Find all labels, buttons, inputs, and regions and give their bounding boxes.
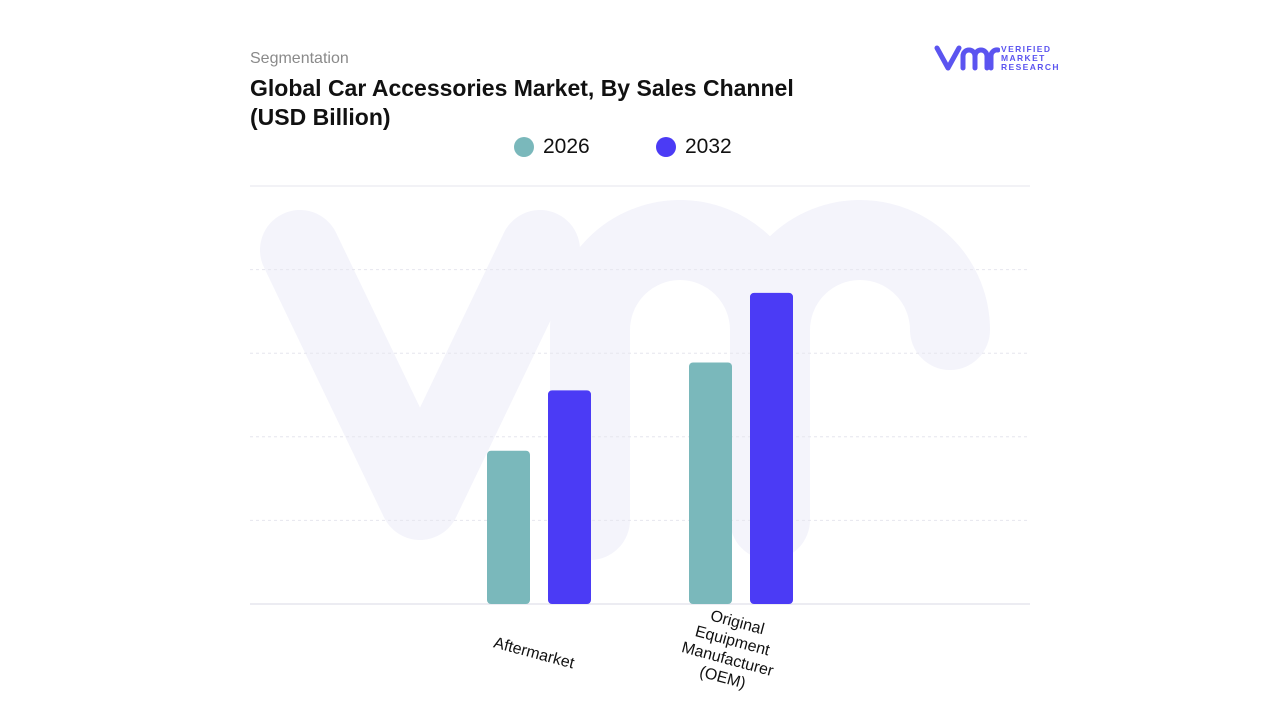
legend-marker-icon bbox=[656, 137, 676, 157]
bar-2026-1 bbox=[689, 362, 732, 604]
bars bbox=[487, 292, 793, 604]
legend-label: 2026 bbox=[543, 135, 590, 158]
x-axis-labels: Aftermarket OriginalEquipmentManufacturer… bbox=[492, 603, 786, 699]
bar-2032-0 bbox=[548, 390, 591, 604]
brand-logo: VERIFIED MARKET RESEARCH bbox=[934, 42, 1064, 76]
legend-label: 2032 bbox=[685, 135, 732, 158]
legend-item-2032: 2032 bbox=[656, 135, 732, 159]
subtitle: Segmentation bbox=[250, 50, 349, 67]
chart-title: Global Car Accessories Market, By Sales … bbox=[250, 75, 794, 130]
x-tick-label: OriginalEquipmentManufacturer(OEM) bbox=[675, 603, 786, 699]
x-tick-label: Aftermarket bbox=[492, 635, 577, 673]
logo-text-line: VERIFIED bbox=[1001, 44, 1052, 54]
logo-text: VERIFIED MARKET RESEARCH bbox=[1001, 45, 1060, 72]
bar-2032-1 bbox=[750, 292, 793, 604]
watermark-logo-icon bbox=[260, 200, 990, 560]
logo-text-line: MARKET bbox=[1001, 53, 1046, 63]
logo-text-line: RESEARCH bbox=[1001, 62, 1060, 72]
legend-item-2026: 2026 bbox=[514, 135, 590, 159]
grid bbox=[250, 185, 1030, 605]
bar-2026-0 bbox=[487, 450, 530, 604]
legend: 2026 2032 bbox=[0, 135, 1280, 161]
vmr-logo-icon bbox=[934, 45, 1000, 71]
legend-marker-icon bbox=[514, 137, 534, 157]
